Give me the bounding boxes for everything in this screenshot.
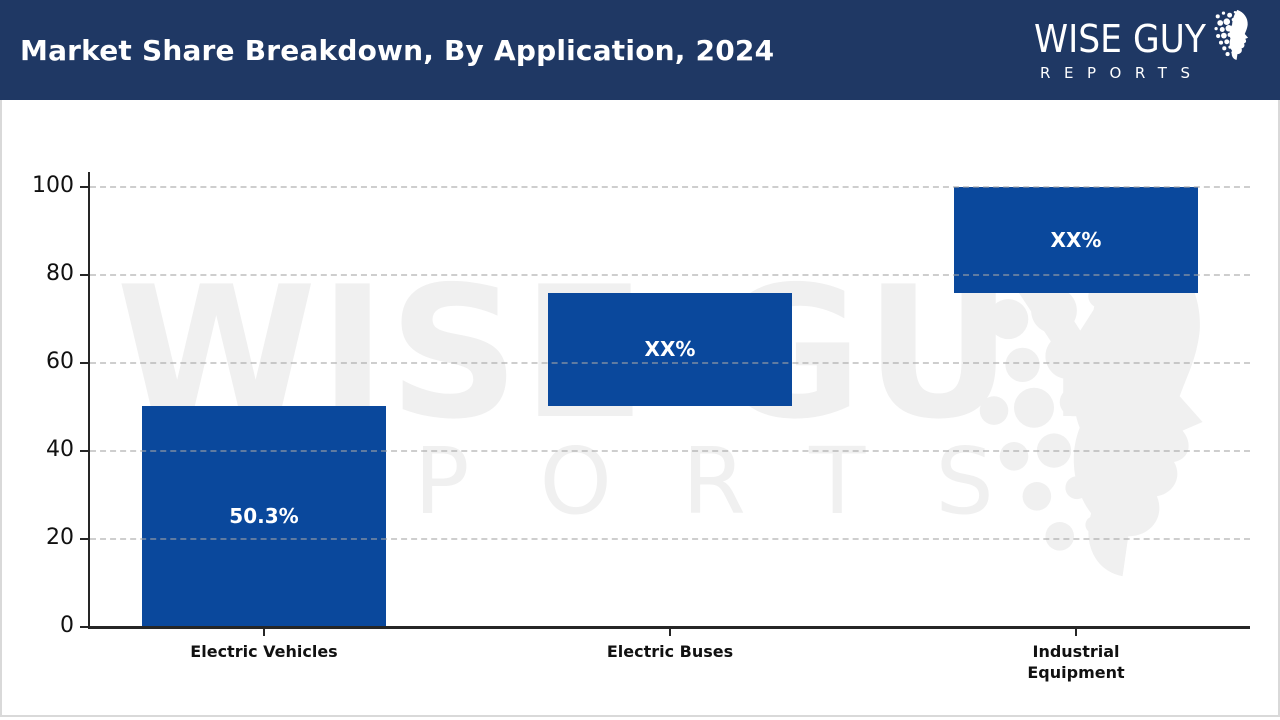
y-tick: [80, 538, 90, 540]
wiseguy-logo: WISE GUY REPORTS: [1034, 9, 1249, 82]
y-axis-line: [88, 172, 90, 629]
y-tick: [80, 626, 90, 628]
y-tick-label: 100: [32, 173, 74, 198]
x-axis-label: Electric Buses: [606, 642, 734, 661]
gridline: [90, 538, 1250, 540]
bar: XX%: [954, 187, 1198, 293]
bar-value-label: 50.3%: [229, 504, 299, 529]
bar-value-label: XX%: [1050, 227, 1102, 252]
bar: 50.3%: [142, 405, 386, 627]
logo-subtext: REPORTS: [1040, 64, 1200, 82]
y-tick-label: 60: [46, 349, 74, 374]
y-tick: [80, 274, 90, 276]
x-tick: [1075, 627, 1077, 636]
watermark-face-profile: [1073, 227, 1203, 577]
logo-head-graphic: [1214, 9, 1249, 60]
y-tick-label: 80: [46, 261, 74, 286]
gridline: [90, 274, 1250, 276]
x-tick: [263, 627, 265, 636]
x-tick: [669, 627, 671, 636]
page-title: Market Share Breakdown, By Application, …: [20, 33, 775, 67]
y-tick: [80, 186, 90, 188]
logo-face-profile: [1229, 9, 1249, 60]
y-tick: [80, 362, 90, 364]
logo-wordmark: WISE GUY: [1034, 17, 1207, 61]
gridline: [90, 186, 1250, 188]
y-tick-label: 20: [46, 525, 74, 550]
header-bar: Market Share Breakdown, By Application, …: [0, 0, 1280, 100]
y-tick-label: 0: [60, 613, 74, 638]
y-tick: [80, 450, 90, 452]
bar: XX%: [548, 292, 792, 406]
y-tick-label: 40: [46, 437, 74, 462]
x-axis-label: Electric Vehicles: [190, 642, 338, 661]
plot-area: 0 20 40 60 80 100 50.3% Electric Vehicles XX% Ele…: [32, 172, 1250, 682]
x-axis-label: Industrial Equipment: [1027, 642, 1125, 682]
bar-value-label: XX%: [644, 337, 696, 362]
gridline: [90, 362, 1250, 364]
gridline: [90, 450, 1250, 452]
